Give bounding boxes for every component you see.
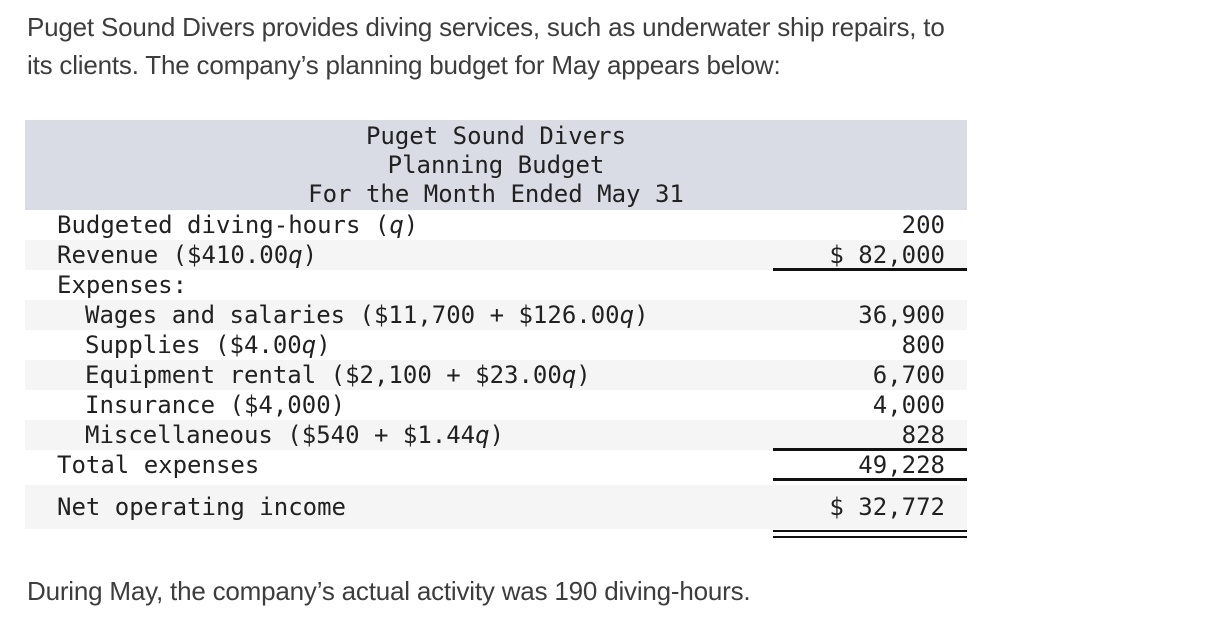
row-label: Wages and salaries ($11,700 + $126.00q) xyxy=(85,301,649,329)
planning-budget-table: Puget Sound Divers Planning Budget For t… xyxy=(25,120,967,538)
row-amount: $ 82,000 xyxy=(773,240,967,271)
row-amount xyxy=(773,270,967,300)
intro-line-2: its clients. The company’s planning budg… xyxy=(27,50,781,80)
row-label: Total expenses xyxy=(57,451,260,479)
row-label: Insurance ($4,000) xyxy=(85,391,346,419)
row-amount: 36,900 xyxy=(858,301,945,329)
row-amount: 4,000 xyxy=(872,391,945,419)
row-amount: $ 32,772 xyxy=(773,485,967,538)
table-row: Supplies ($4.00q) 800 xyxy=(25,330,967,360)
table-row: Equipment rental ($2,100 + $23.00q) 6,700 xyxy=(25,360,967,390)
row-amount: 49,228 xyxy=(773,450,967,481)
table-row: Total expenses 49,228 xyxy=(25,450,967,481)
intro-paragraph: Puget Sound Divers provides diving servi… xyxy=(27,8,1207,84)
row-label: Net operating income xyxy=(57,493,346,521)
single-underline-rule xyxy=(773,448,967,451)
table-row: Budgeted diving-hours (q) 200 xyxy=(25,210,967,240)
row-label: Miscellaneous ($540 + $1.44q) xyxy=(85,421,505,449)
double-underline-rule xyxy=(773,530,967,538)
table-subtitle: Planning Budget xyxy=(387,151,605,179)
row-label: Revenue ($410.00q) xyxy=(57,241,318,269)
row-amount: 828 xyxy=(773,420,967,451)
table-row: Expenses: xyxy=(25,270,967,300)
row-label: Supplies ($4.00q) xyxy=(85,331,331,359)
single-underline-rule xyxy=(773,478,967,481)
row-amount: 800 xyxy=(901,331,945,359)
table-row: Revenue ($410.00q) $ 82,000 xyxy=(25,240,967,271)
table-period: For the Month Ended May 31 xyxy=(308,180,684,208)
table-row: Miscellaneous ($540 + $1.44q) 828 xyxy=(25,420,967,451)
row-label: Equipment rental ($2,100 + $23.00q) xyxy=(85,361,591,389)
single-underline-rule xyxy=(773,268,967,271)
row-label: Expenses: xyxy=(57,271,188,299)
table-row: Wages and salaries ($11,700 + $126.00q) 3… xyxy=(25,300,967,330)
row-label: Budgeted diving-hours (q) xyxy=(57,211,419,239)
intro-line-1: Puget Sound Divers provides diving servi… xyxy=(27,12,945,42)
row-amount: 200 xyxy=(901,211,945,239)
table-body: Budgeted diving-hours (q) 200 Revenue ($41… xyxy=(25,210,967,538)
table-row: Net operating income $ 32,772 xyxy=(25,485,967,538)
row-amount: 6,700 xyxy=(872,361,945,389)
table-header: Puget Sound Divers Planning Budget For t… xyxy=(25,120,967,210)
footer-paragraph: During May, the company’s actual activit… xyxy=(27,576,751,606)
table-row: Insurance ($4,000) 4,000 xyxy=(25,390,967,420)
table-title: Puget Sound Divers xyxy=(365,122,627,150)
